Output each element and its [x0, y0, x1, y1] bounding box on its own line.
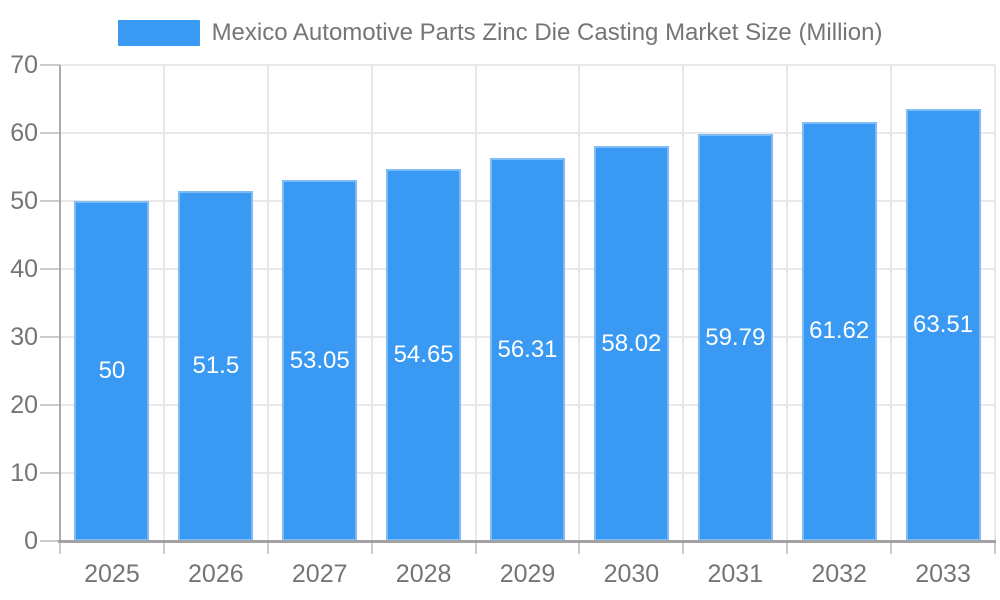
y-axis-label: 30 [10, 323, 38, 351]
legend[interactable]: Mexico Automotive Parts Zinc Die Casting… [0, 19, 1000, 47]
y-axis-label: 50 [10, 187, 38, 215]
bar-2025[interactable] [74, 201, 150, 541]
bar-2026[interactable] [178, 190, 254, 541]
y-axis-tick [40, 404, 60, 406]
x-axis-tick [786, 541, 789, 554]
bar-2033[interactable] [905, 109, 981, 541]
x-axis-label: 2027 [291, 560, 348, 588]
gridline-horizontal [60, 64, 995, 66]
bar-2030[interactable] [593, 146, 669, 541]
legend-swatch [117, 20, 200, 46]
x-axis-tick [370, 541, 373, 554]
y-axis-tick [40, 200, 60, 202]
x-axis-label: 2033 [915, 560, 971, 588]
bar-2028[interactable] [386, 169, 462, 541]
y-axis-tick [40, 472, 60, 474]
gridline-vertical [162, 65, 165, 541]
y-axis-tick [40, 336, 60, 338]
y-axis-tick [40, 132, 60, 134]
bar-value-label: 54.65 [393, 341, 454, 369]
x-axis-label: 2031 [707, 560, 764, 588]
legend-label: Mexico Automotive Parts Zinc Die Casting… [211, 19, 883, 46]
bar-2027[interactable] [282, 180, 358, 541]
bar-value-label: 61.62 [809, 317, 870, 345]
x-axis-label: 2029 [499, 560, 556, 588]
gridline-vertical [370, 65, 373, 541]
x-axis-tick [890, 541, 893, 554]
gridline-horizontal [60, 132, 995, 134]
bar-2032[interactable] [801, 121, 877, 541]
x-axis-label: 2026 [188, 560, 244, 588]
y-axis-label: 40 [10, 255, 38, 283]
x-axis-tick [474, 541, 477, 554]
x-axis-line [58, 540, 996, 543]
y-axis-label: 0 [24, 527, 38, 555]
gridline-vertical [266, 65, 269, 541]
x-axis-label: 2030 [603, 560, 660, 588]
bar-value-label: 53.05 [289, 346, 350, 374]
y-axis-label: 60 [10, 119, 38, 147]
y-axis-tick [40, 64, 60, 66]
y-axis-line [59, 65, 61, 542]
x-axis-tick [994, 541, 996, 554]
x-axis-tick [266, 541, 269, 554]
y-axis-label: 20 [10, 391, 38, 419]
bar-value-label: 50 [98, 357, 126, 384]
y-axis-label: 70 [10, 51, 38, 79]
bar-value-label: 59.79 [705, 323, 766, 351]
y-axis-label: 10 [10, 459, 38, 487]
bar-value-label: 63.51 [913, 311, 974, 339]
bar-value-label: 51.5 [192, 351, 240, 379]
gridline-vertical [682, 65, 685, 541]
x-axis-tick [578, 541, 581, 554]
y-axis-tick [40, 540, 60, 542]
bar-2029[interactable] [490, 158, 565, 541]
x-axis-label: 2025 [84, 560, 140, 588]
x-axis-label: 2032 [811, 560, 867, 588]
bar-value-label: 58.02 [601, 329, 662, 357]
gridline-vertical [994, 65, 996, 541]
x-axis-tick [59, 541, 61, 554]
y-axis-tick [40, 268, 60, 270]
gridline-vertical [578, 65, 581, 541]
x-axis-tick [162, 541, 165, 554]
x-axis-label: 2028 [395, 560, 452, 588]
gridline-vertical [890, 65, 893, 541]
bar-value-label: 56.31 [497, 335, 558, 363]
bar-2031[interactable] [697, 134, 773, 541]
x-axis-tick [682, 541, 685, 554]
gridline-vertical [786, 65, 789, 541]
gridline-vertical [474, 65, 477, 541]
